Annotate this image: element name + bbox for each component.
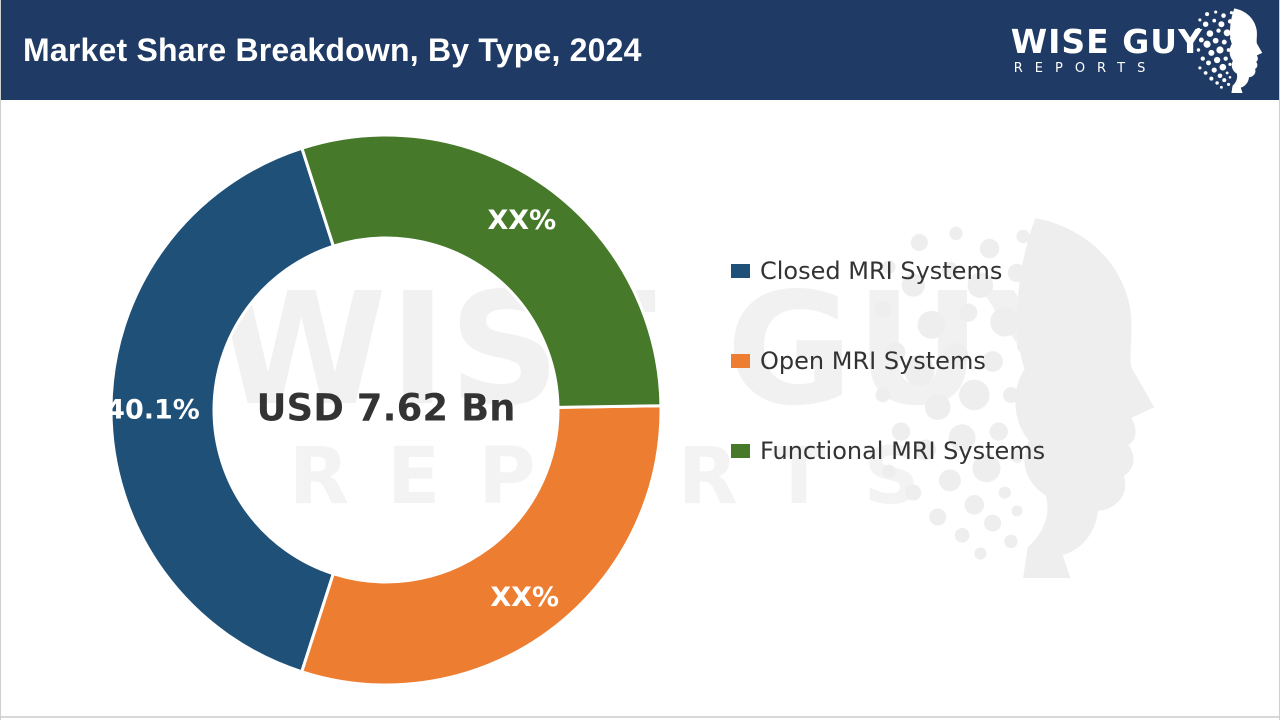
donut-chart: 40.1% XX% XX% [106,133,663,687]
header-bar: Market Share Breakdown, By Type, 2024 WI… [1,0,1279,100]
pie-segment-label-0: 40.1% [106,394,200,425]
wiseguy-logo-text: WISE GUY REPORTS [1011,25,1203,75]
wiseguy-logo: WISE GUY REPORTS [1011,7,1267,93]
pie-segment-label-2: XX% [487,205,556,236]
pie-segment-label-1: XX% [490,582,559,613]
legend-item-functional-mri-systems: Functional MRI Systems [731,428,1045,474]
legend-label-closed-mri-systems: Closed MRI Systems [760,257,1003,285]
chart-legend: Closed MRI Systems Open MRI Systems Func… [731,248,1045,518]
pie-segment-1 [300,404,663,687]
legend-swatch-closed-mri-systems [731,264,750,278]
legend-swatch-functional-mri-systems [731,444,750,458]
page-title: Market Share Breakdown, By Type, 2024 [23,31,642,68]
legend-swatch-open-mri-systems [731,354,750,368]
pie-segment-2 [300,133,663,409]
chart-area: WISE GUY REPORTS 40.1%XX%XX% USD 7.62 Bn… [1,100,1279,720]
pie-segment-0 [109,146,335,674]
legend-label-functional-mri-systems: Functional MRI Systems [760,437,1046,465]
legend-item-closed-mri-systems: Closed MRI Systems [731,248,1045,294]
chart-center-value: USD 7.62 Bn [256,386,516,430]
legend-item-open-mri-systems: Open MRI Systems [731,338,1045,384]
logo-brand-sub: REPORTS [1013,61,1158,76]
bottom-divider [1,716,1279,718]
logo-brand-name: WISE GUY [1010,22,1203,61]
wiseguy-face-icon [1193,7,1267,93]
legend-label-open-mri-systems: Open MRI Systems [760,347,986,375]
